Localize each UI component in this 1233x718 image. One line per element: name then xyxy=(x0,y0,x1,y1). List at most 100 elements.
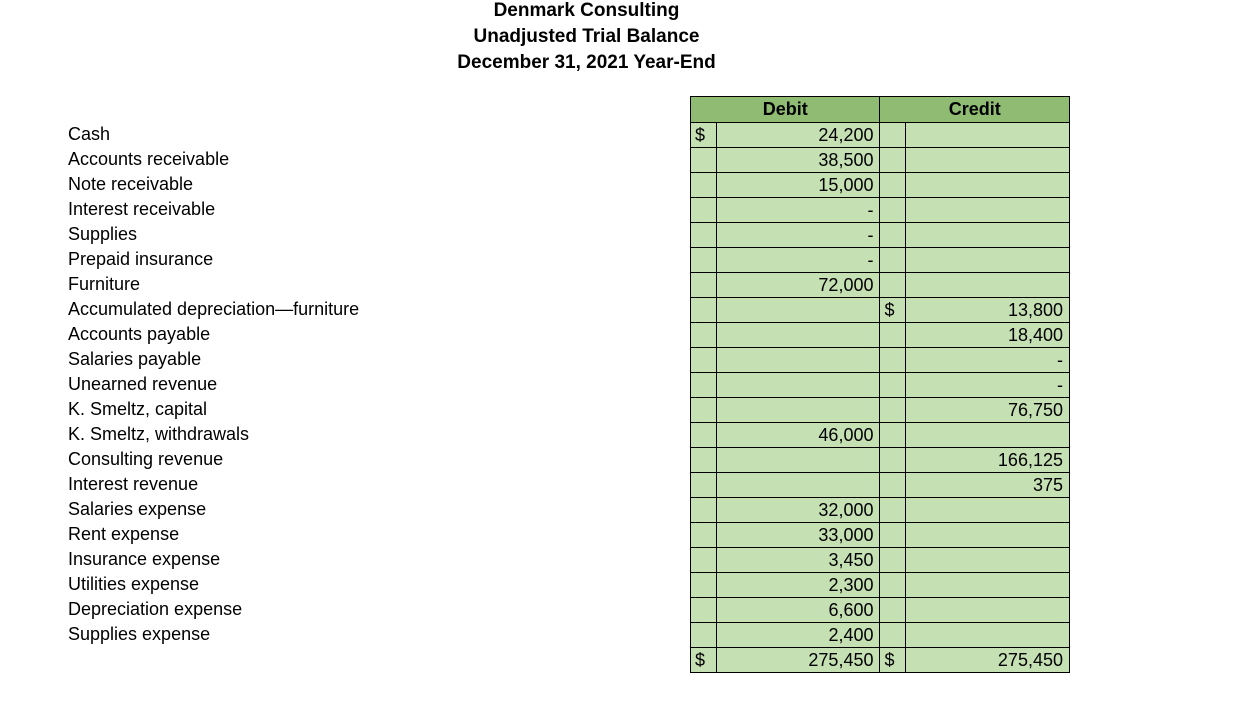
credit-symbol xyxy=(880,623,906,648)
debit-symbol xyxy=(691,198,717,223)
total-credit-value: 275,450 xyxy=(906,648,1070,673)
account-name: Furniture xyxy=(68,272,690,297)
credit-value: 18,400 xyxy=(906,323,1070,348)
credit-symbol xyxy=(880,223,906,248)
credit-value xyxy=(906,623,1070,648)
debit-value: - xyxy=(716,223,880,248)
credit-value xyxy=(906,223,1070,248)
table-row: 166,125 xyxy=(691,448,1070,473)
debit-symbol xyxy=(691,623,717,648)
table-row: - xyxy=(691,348,1070,373)
company-name: Denmark Consulting xyxy=(457,0,715,22)
account-name: Depreciation expense xyxy=(68,597,690,622)
table-row: 18,400 xyxy=(691,323,1070,348)
account-name: Insurance expense xyxy=(68,547,690,572)
debit-value: 46,000 xyxy=(716,423,880,448)
debit-symbol xyxy=(691,248,717,273)
account-name: Accounts payable xyxy=(68,322,690,347)
credit-value: 375 xyxy=(906,473,1070,498)
credit-symbol xyxy=(880,148,906,173)
table-row: 76,750 xyxy=(691,398,1070,423)
credit-symbol xyxy=(880,398,906,423)
debit-symbol xyxy=(691,573,717,598)
report-title: Unadjusted Trial Balance xyxy=(457,26,715,48)
credit-symbol: $ xyxy=(880,298,906,323)
trial-balance-table: Debit Credit $24,20038,50015,000---72,00… xyxy=(690,96,1070,673)
debit-symbol xyxy=(691,498,717,523)
account-names-column: CashAccounts receivableNote receivableIn… xyxy=(0,96,690,673)
totals-row: $ 275,450 $ 275,450 xyxy=(691,648,1070,673)
credit-value xyxy=(906,573,1070,598)
credit-value xyxy=(906,523,1070,548)
table-row: 3,450 xyxy=(691,548,1070,573)
table-row: 32,000 xyxy=(691,498,1070,523)
debit-symbol xyxy=(691,473,717,498)
credit-value xyxy=(906,123,1070,148)
table-row: - xyxy=(691,248,1070,273)
table-row: - xyxy=(691,373,1070,398)
account-name: Accumulated depreciation—furniture xyxy=(68,297,690,322)
credit-value xyxy=(906,598,1070,623)
account-name: Cash xyxy=(68,122,690,147)
credit-symbol xyxy=(880,423,906,448)
credit-value: 13,800 xyxy=(906,298,1070,323)
total-debit-value: 275,450 xyxy=(716,648,880,673)
credit-value: 166,125 xyxy=(906,448,1070,473)
credit-header: Credit xyxy=(880,97,1070,123)
debit-value xyxy=(716,323,880,348)
credit-value: 76,750 xyxy=(906,398,1070,423)
debit-value: 38,500 xyxy=(716,148,880,173)
account-name: Interest receivable xyxy=(68,197,690,222)
credit-symbol xyxy=(880,248,906,273)
debit-value: 24,200 xyxy=(716,123,880,148)
report-period: December 31, 2021 Year-End xyxy=(457,52,715,74)
debit-symbol xyxy=(691,348,717,373)
table-row: 2,300 xyxy=(691,573,1070,598)
debit-value: - xyxy=(716,198,880,223)
credit-symbol xyxy=(880,448,906,473)
debit-symbol xyxy=(691,273,717,298)
account-name: Unearned revenue xyxy=(68,372,690,397)
credit-value xyxy=(906,423,1070,448)
debit-value: 2,400 xyxy=(716,623,880,648)
debit-symbol: $ xyxy=(691,123,717,148)
credit-symbol xyxy=(880,273,906,298)
account-name: Consulting revenue xyxy=(68,447,690,472)
debit-value: 6,600 xyxy=(716,598,880,623)
debit-value xyxy=(716,373,880,398)
account-name: Supplies xyxy=(68,222,690,247)
table-row: - xyxy=(691,223,1070,248)
debit-value: 3,450 xyxy=(716,548,880,573)
credit-value xyxy=(906,148,1070,173)
credit-value: - xyxy=(906,373,1070,398)
credit-value xyxy=(906,248,1070,273)
table-row: 38,500 xyxy=(691,148,1070,173)
account-name: Rent expense xyxy=(68,522,690,547)
table-row: 375 xyxy=(691,473,1070,498)
account-name: Accounts receivable xyxy=(68,147,690,172)
credit-value xyxy=(906,498,1070,523)
table-row: 46,000 xyxy=(691,423,1070,448)
credit-symbol xyxy=(880,373,906,398)
credit-value xyxy=(906,173,1070,198)
credit-value xyxy=(906,548,1070,573)
debit-value xyxy=(716,298,880,323)
account-name: Utilities expense xyxy=(68,572,690,597)
credit-symbol xyxy=(880,323,906,348)
debit-symbol xyxy=(691,423,717,448)
account-name: Salaries payable xyxy=(68,347,690,372)
debit-value: 32,000 xyxy=(716,498,880,523)
debit-value xyxy=(716,448,880,473)
total-credit-symbol: $ xyxy=(880,648,906,673)
credit-symbol xyxy=(880,573,906,598)
debit-symbol xyxy=(691,448,717,473)
debit-value: 15,000 xyxy=(716,173,880,198)
table-row: 33,000 xyxy=(691,523,1070,548)
debit-symbol xyxy=(691,148,717,173)
debit-header: Debit xyxy=(691,97,880,123)
debit-symbol xyxy=(691,173,717,198)
account-name: Note receivable xyxy=(68,172,690,197)
debit-value: 72,000 xyxy=(716,273,880,298)
report-header: Denmark Consulting Unadjusted Trial Bala… xyxy=(0,0,1233,78)
table-row: 6,600 xyxy=(691,598,1070,623)
